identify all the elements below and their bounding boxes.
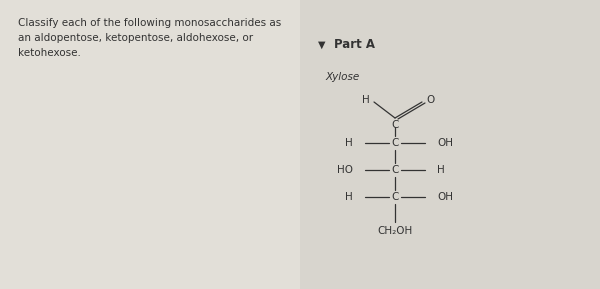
Text: Classify each of the following monosaccharides as
an aldopentose, ketopentose, a: Classify each of the following monosacch… (18, 18, 281, 58)
Text: OH: OH (437, 138, 453, 148)
Text: C: C (391, 120, 398, 130)
Text: C: C (391, 192, 398, 202)
Text: OH: OH (437, 192, 453, 202)
Text: Part A: Part A (334, 38, 375, 51)
Bar (300, 0, 600, 289)
Text: H: H (345, 138, 353, 148)
Text: O: O (426, 95, 434, 105)
Text: Xylose: Xylose (325, 72, 359, 82)
Text: ▼: ▼ (318, 40, 325, 50)
Bar (0, 0, 300, 289)
Text: HO: HO (337, 165, 353, 175)
Text: H: H (437, 165, 445, 175)
Text: H: H (362, 95, 370, 105)
Text: C: C (391, 165, 398, 175)
Text: H: H (345, 192, 353, 202)
Text: CH₂OH: CH₂OH (377, 226, 413, 236)
Text: C: C (391, 138, 398, 148)
